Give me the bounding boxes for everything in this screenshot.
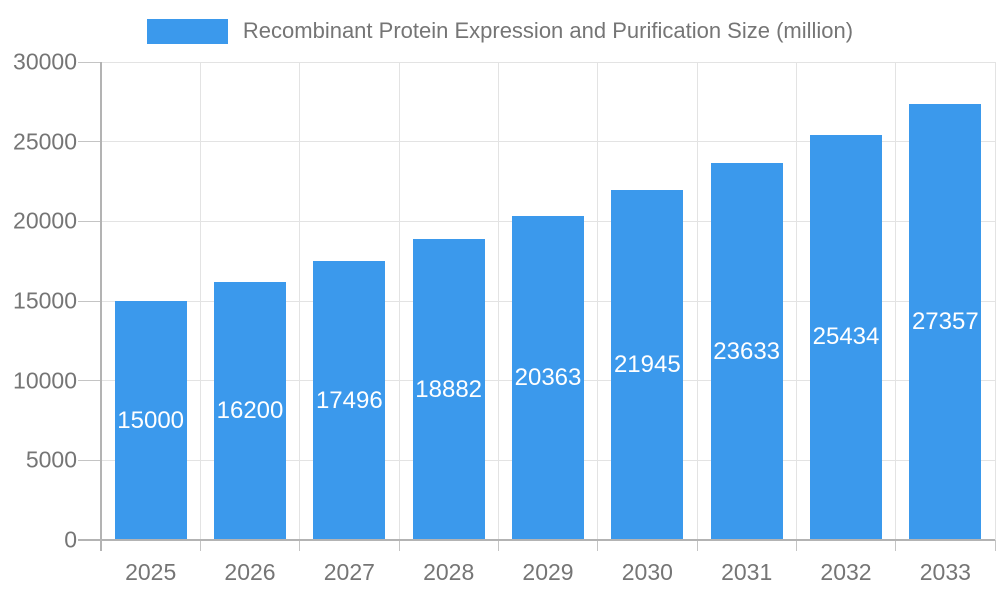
bar-value-label: 21945 <box>613 351 681 379</box>
x-axis-label: 2029 <box>522 559 574 585</box>
legend-swatch <box>146 18 228 44</box>
y-gridline <box>101 61 995 63</box>
bar-value-label: 25434 <box>812 323 880 351</box>
x-axis-tick <box>895 540 897 551</box>
y-axis-label: 30000 <box>13 48 77 75</box>
bar-value-label: 16200 <box>216 396 284 424</box>
x-axis-tick <box>696 540 698 551</box>
bar-value-label: 23633 <box>713 337 781 365</box>
bar[interactable]: 21945 <box>611 190 684 540</box>
legend-label: Recombinant Protein Expression and Purif… <box>242 18 854 43</box>
bar-value-label: 15000 <box>117 406 185 434</box>
x-axis-label: 2026 <box>224 559 276 585</box>
x-axis-label: 2027 <box>323 559 375 585</box>
y-axis-label: 10000 <box>13 367 77 394</box>
bar-value-label: 17496 <box>315 386 383 414</box>
bar[interactable]: 18882 <box>412 239 485 540</box>
x-axis-label: 2032 <box>820 559 872 585</box>
bar[interactable]: 25434 <box>810 134 882 540</box>
y-axis-tick <box>78 61 101 63</box>
bar[interactable]: 23633 <box>710 163 783 540</box>
x-gridline <box>994 62 996 540</box>
bar[interactable]: 16200 <box>214 281 286 540</box>
y-axis-tick <box>78 459 101 461</box>
y-axis-tick <box>78 141 101 143</box>
x-axis-label: 2025 <box>125 559 177 585</box>
y-axis-label: 15000 <box>13 287 77 314</box>
x-axis-tick <box>299 540 301 551</box>
x-axis-tick <box>795 540 797 551</box>
x-gridline <box>696 62 698 540</box>
y-axis-line <box>100 62 102 551</box>
x-gridline <box>398 62 400 540</box>
legend[interactable]: Recombinant Protein Expression and Purif… <box>0 17 1000 45</box>
y-axis-label: 20000 <box>13 207 77 234</box>
x-axis-tick <box>199 540 201 551</box>
bar-value-label: 20363 <box>514 363 582 391</box>
x-axis-tick <box>497 540 499 551</box>
y-gridline <box>101 141 995 143</box>
x-axis-label: 2031 <box>721 559 773 585</box>
x-gridline <box>299 62 301 540</box>
y-axis-label: 0 <box>64 526 77 553</box>
x-gridline <box>199 62 201 540</box>
x-gridline <box>895 62 897 540</box>
x-axis-tick <box>994 540 996 551</box>
x-gridline <box>597 62 599 540</box>
bar[interactable]: 15000 <box>114 301 187 540</box>
y-axis-label: 25000 <box>13 128 77 155</box>
bar-value-label: 27357 <box>911 308 979 336</box>
bar-value-label: 18882 <box>415 375 483 403</box>
x-axis-tick <box>597 540 599 551</box>
bar[interactable]: 27357 <box>909 104 982 540</box>
y-axis-tick <box>78 220 101 222</box>
bar[interactable]: 20363 <box>512 215 584 540</box>
x-axis-label: 2028 <box>423 559 475 585</box>
bar[interactable]: 17496 <box>313 261 386 540</box>
x-axis-tick <box>398 540 400 551</box>
x-axis-label: 2033 <box>919 559 971 585</box>
x-gridline <box>795 62 797 540</box>
y-axis-tick <box>78 300 101 302</box>
y-axis-label: 5000 <box>25 446 77 473</box>
x-axis-line <box>78 539 995 541</box>
x-gridline <box>497 62 499 540</box>
x-axis-label: 2030 <box>621 559 673 585</box>
y-axis-tick <box>78 380 101 382</box>
